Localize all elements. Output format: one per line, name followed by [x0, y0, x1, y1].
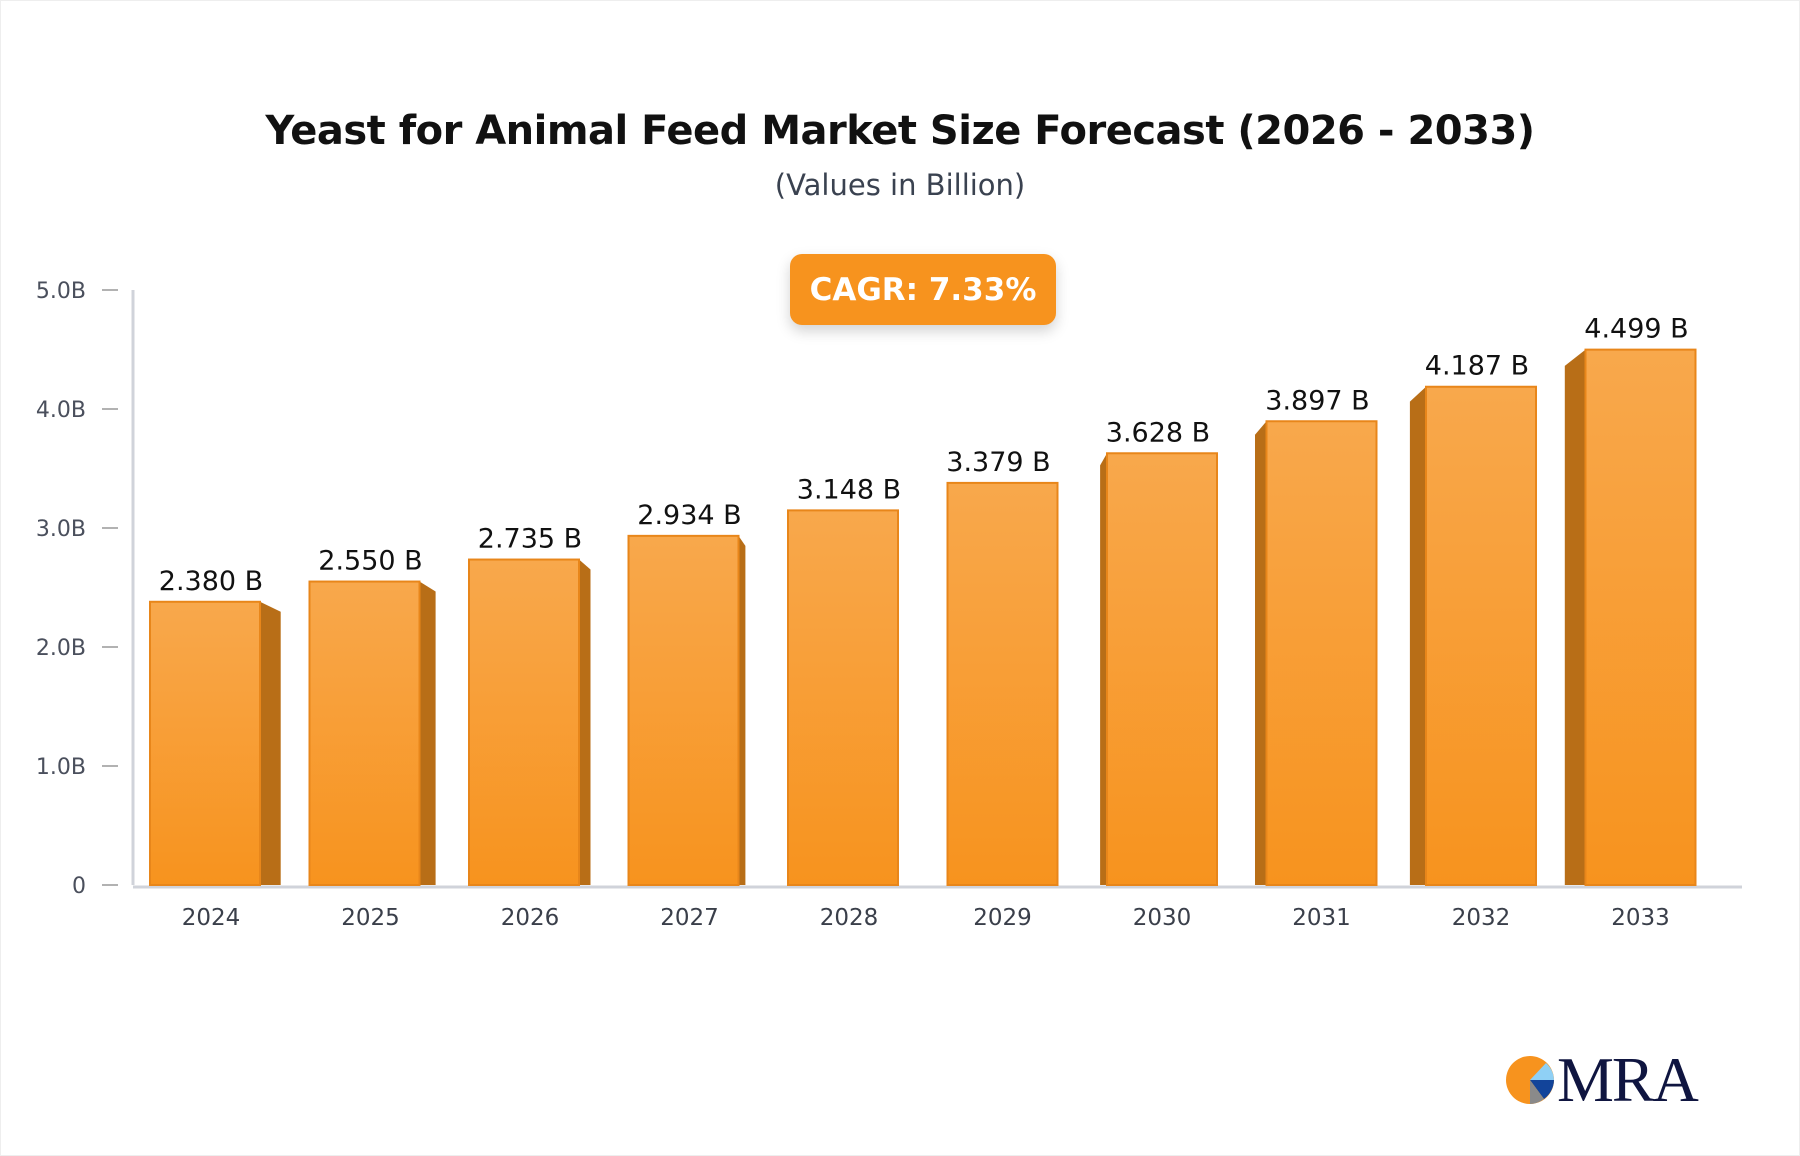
y-tick-label: 3.0B [36, 517, 86, 542]
cagr-badge: CAGR: 7.33% [790, 254, 1056, 325]
chart-title: Yeast for Animal Feed Market Size Foreca… [265, 108, 1535, 154]
data-label: 2.550 B [318, 546, 422, 577]
bar-2029 [946, 481, 1059, 886]
bar-side [1564, 349, 1586, 885]
bar-side [419, 581, 436, 885]
data-label: 4.499 B [1584, 314, 1688, 345]
bar-2026 [468, 558, 580, 886]
data-label: 4.187 B [1425, 351, 1529, 382]
data-label: 2.934 B [637, 500, 741, 531]
x-tick-label: 2033 [1611, 905, 1670, 931]
bar-2024 [149, 600, 261, 887]
y-tick-label: 4.0B [36, 398, 86, 423]
x-tick-label: 2028 [820, 905, 879, 931]
data-label: 2.735 B [478, 524, 582, 555]
bar-2031 [1265, 420, 1378, 886]
y-tick-label: 2.0B [36, 636, 86, 661]
bar-side [1255, 421, 1267, 885]
data-label: 3.897 B [1265, 385, 1369, 416]
bar-2033 [1584, 348, 1697, 886]
bar-2028 [787, 509, 899, 886]
x-tick-label: 2030 [1133, 905, 1192, 931]
chart-subtitle: (Values in Billion) [774, 168, 1026, 202]
bar-side [579, 559, 591, 885]
x-tick-label: 2031 [1292, 905, 1351, 931]
x-tick-label: 2032 [1452, 905, 1511, 931]
bar-2025 [308, 580, 421, 886]
bar-side [1409, 386, 1426, 885]
x-tick-label: 2027 [660, 905, 719, 931]
data-label: 2.380 B [159, 566, 263, 597]
x-tick-label: 2026 [501, 905, 560, 931]
bar-2032 [1425, 385, 1537, 886]
mra-logo: MRA [1505, 1043, 1699, 1117]
x-tick-label: 2029 [973, 905, 1032, 931]
y-tick-label: 5.0B [36, 279, 86, 304]
pie-logo-icon [1506, 1056, 1554, 1104]
bar-2030 [1106, 452, 1218, 886]
bar-2027 [627, 534, 740, 886]
y-tick-label: 0 [72, 874, 86, 899]
bar-side [1100, 453, 1107, 885]
data-label: 3.148 B [797, 474, 901, 505]
bar-side [738, 535, 746, 885]
logo-text: MRA [1557, 1044, 1699, 1115]
x-tick-label: 2024 [182, 905, 241, 931]
bar-side [260, 601, 281, 885]
y-tick-label: 1.0B [36, 755, 86, 780]
x-tick-label: 2025 [341, 905, 400, 931]
data-label: 3.379 B [946, 447, 1050, 478]
data-label: 3.628 B [1106, 417, 1210, 448]
